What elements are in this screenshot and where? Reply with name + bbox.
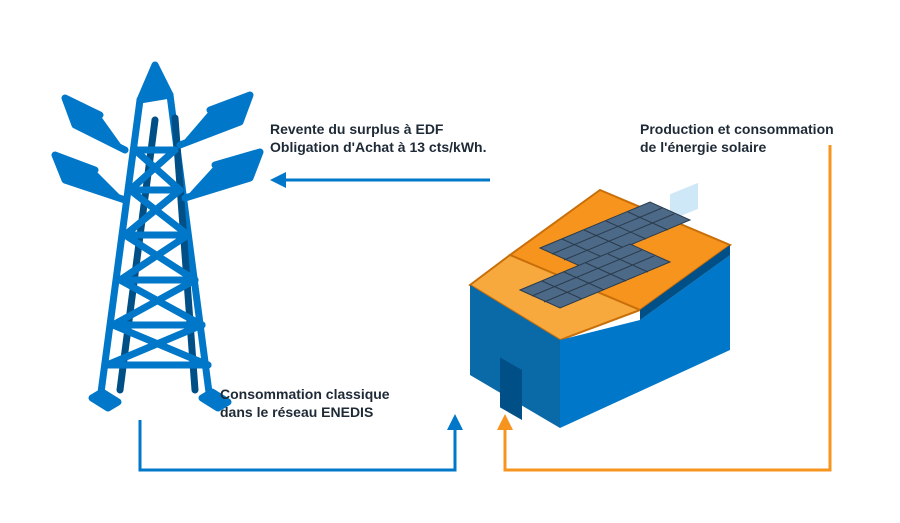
label-production: Production et consommation de l'énergie … (640, 120, 834, 156)
house-icon (0, 0, 900, 523)
diagram: { "type": "infographic", "canvas": { "wi… (0, 0, 900, 523)
label-surplus-line2: Obligation d'Achat à 13 cts/kWh. (270, 139, 486, 155)
label-production-line2: de l'énergie solaire (640, 139, 766, 155)
label-classic-line2: dans le réseau ENEDIS (220, 404, 373, 420)
label-surplus-line1: Revente du surplus à EDF (270, 121, 443, 137)
label-classic-line1: Consommation classique (220, 386, 390, 402)
label-production-line1: Production et consommation (640, 121, 834, 137)
label-classic: Consommation classique dans le réseau EN… (220, 385, 390, 421)
label-surplus: Revente du surplus à EDF Obligation d'Ac… (270, 120, 486, 156)
